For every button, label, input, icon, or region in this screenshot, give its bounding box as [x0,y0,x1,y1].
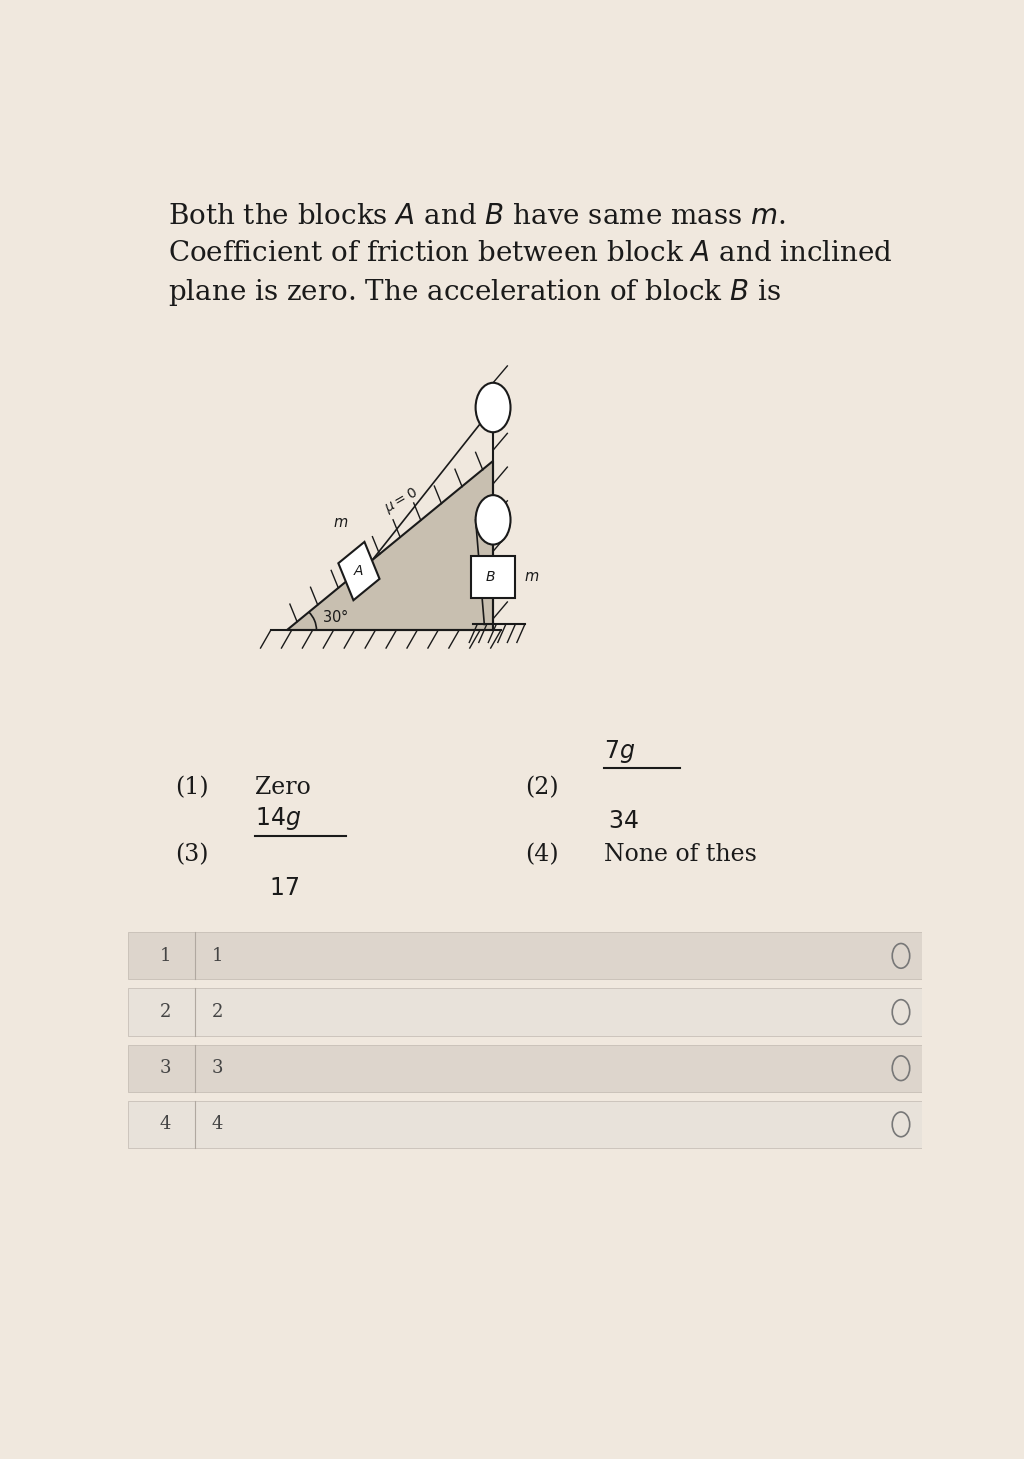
Text: $m$: $m$ [334,516,349,530]
Text: $A$: $A$ [353,565,365,578]
Text: None of thes: None of thes [604,843,757,867]
Text: 4: 4 [211,1115,222,1134]
Circle shape [475,495,511,544]
Text: 3: 3 [160,1059,171,1077]
Text: 3: 3 [211,1059,223,1077]
Circle shape [475,382,511,432]
Text: Both the blocks $A$ and $B$ have same mass $m$.: Both the blocks $A$ and $B$ have same ma… [168,203,785,231]
Bar [128,932,922,979]
Text: 2: 2 [160,1002,171,1021]
Bar [128,988,922,1036]
Polygon shape [287,461,494,630]
Text: (3): (3) [176,843,209,867]
Text: (1): (1) [176,776,209,800]
Text: $\mu = 0$: $\mu = 0$ [381,484,421,516]
FancyBboxPatch shape [471,556,515,598]
Text: 2: 2 [211,1002,222,1021]
Text: Coefficient of friction between block $A$ and inclined: Coefficient of friction between block $A… [168,241,893,267]
Text: $7g$: $7g$ [604,738,635,765]
Text: Zero: Zero [255,776,310,800]
Text: $14g$: $14g$ [255,805,301,832]
Text: $17$: $17$ [269,877,299,900]
Text: $34$: $34$ [608,810,639,833]
Text: $B$: $B$ [484,570,496,584]
Text: 1: 1 [160,947,171,964]
Text: (2): (2) [524,776,558,800]
Bar [128,1100,922,1148]
Text: (4): (4) [524,843,558,867]
Text: 4: 4 [160,1115,171,1134]
Text: $30°$: $30°$ [323,608,349,626]
Text: $m$: $m$ [524,570,540,584]
Text: plane is zero. The acceleration of block $B$ is: plane is zero. The acceleration of block… [168,277,780,308]
Bar [128,1045,922,1091]
Text: 1: 1 [211,947,223,964]
Polygon shape [338,541,380,600]
